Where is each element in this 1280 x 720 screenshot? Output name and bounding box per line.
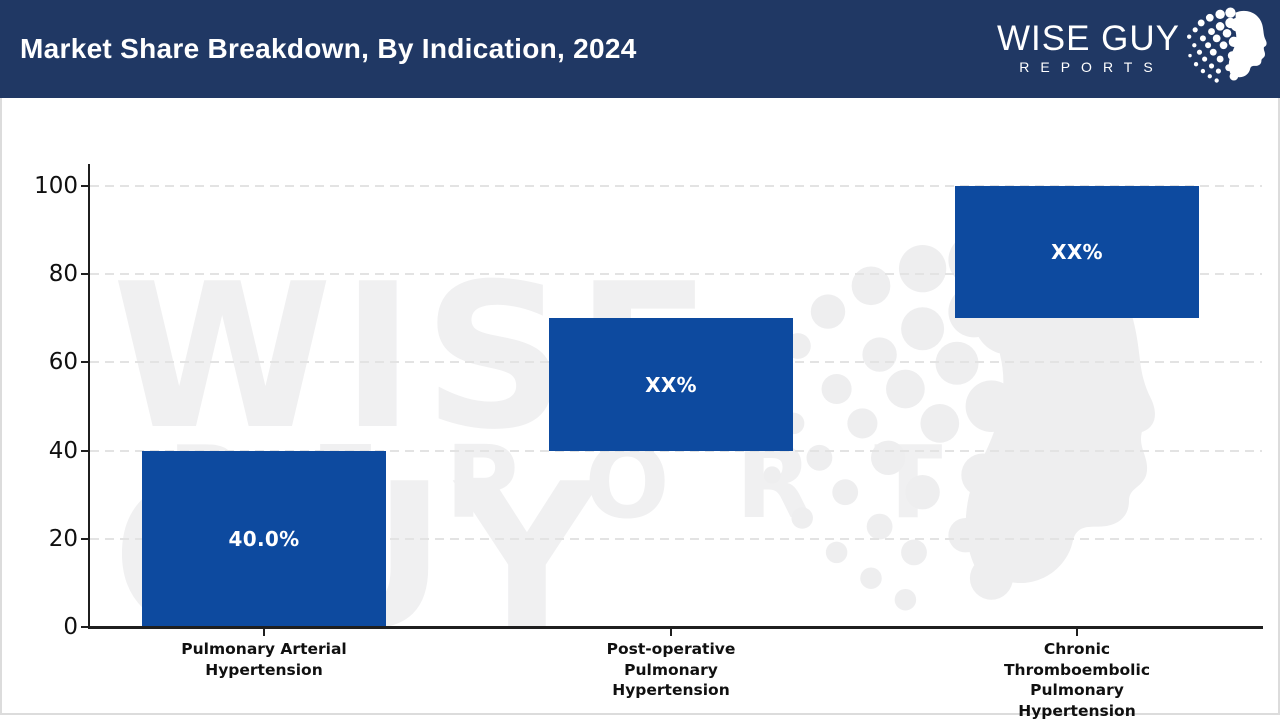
logo-reports-text: REPORTS	[1019, 58, 1164, 75]
gridline-40	[90, 450, 1262, 452]
gridline-100	[90, 185, 1262, 187]
y-tick-label: 100	[34, 173, 78, 199]
y-tick-mark	[81, 273, 88, 275]
page-title: Market Share Breakdown, By Indication, 2…	[20, 33, 637, 64]
card-bottom-border	[0, 713, 1280, 715]
y-tick-label: 20	[48, 526, 78, 552]
y-tick-label: 0	[63, 614, 78, 640]
bar-pulmonary-arterial-hypertension: 40.0%	[142, 451, 386, 627]
wiseguy-logo: WISE GUY REPORTS	[997, 4, 1270, 90]
y-axis-line	[88, 164, 90, 629]
y-tick-mark	[81, 361, 88, 363]
y-tick-mark	[81, 450, 88, 452]
bar-value-label: 40.0%	[228, 527, 300, 551]
y-tick-label: 80	[48, 261, 78, 287]
x-tick-mark	[1076, 629, 1078, 636]
logo-face-icon	[1184, 4, 1270, 90]
bar-value-label: XX%	[645, 372, 697, 397]
x-tick-mark	[670, 629, 672, 636]
y-tick-mark	[81, 185, 88, 187]
y-tick-label: 60	[48, 349, 78, 375]
x-axis-line	[88, 626, 1263, 629]
bar-value-label: XX%	[1051, 240, 1103, 264]
y-tick-mark	[81, 538, 88, 540]
logo-wordmark: WISE GUY REPORTS	[996, 18, 1180, 75]
x-tick-mark	[263, 629, 265, 636]
card-left-border	[0, 98, 2, 714]
x-category-label: Chronic Thromboembolic Pulmonary Hyperte…	[1003, 640, 1151, 720]
y-tick-mark	[81, 626, 88, 628]
bar-post-operative-pulmonary-hypertension: XX%	[549, 318, 793, 451]
gridline-80	[90, 273, 1262, 275]
y-tick-label: 40	[48, 438, 78, 464]
gridline-20	[90, 538, 1262, 540]
header-bar: Market Share Breakdown, By Indication, 2…	[0, 0, 1280, 98]
card-right-border	[1278, 98, 1280, 714]
logo-wiseguy-text: WISE GUY	[996, 18, 1180, 58]
bar-chronic-thromboembolic-pulmonary-hypertension: XX%	[955, 186, 1199, 318]
x-category-label: Post-operative Pulmonary Hypertension	[606, 640, 736, 699]
x-category-label: Pulmonary Arterial Hypertension	[181, 640, 347, 679]
